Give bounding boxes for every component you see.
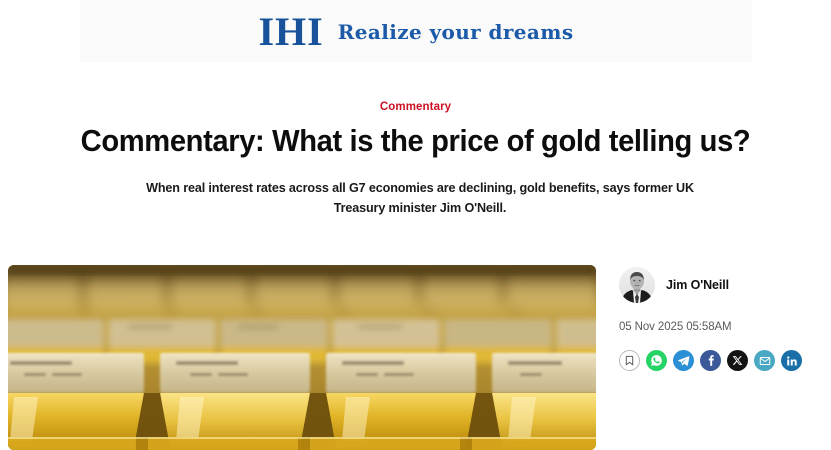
site-logo[interactable]: IHI Realize your dreams: [258, 12, 573, 52]
bookmark-icon[interactable]: [619, 350, 640, 371]
share-bar: [619, 350, 819, 371]
page-title: Commentary: What is the price of gold te…: [80, 123, 751, 158]
article-kicker[interactable]: Commentary: [379, 101, 452, 113]
x-twitter-icon[interactable]: [727, 350, 748, 371]
telegram-icon[interactable]: [673, 350, 694, 371]
article-meta-rail: Jim O'Neill 05 Nov 2025 05:58AM: [619, 265, 819, 371]
site-masthead: IHI Realize your dreams: [80, 0, 752, 62]
email-icon[interactable]: [754, 350, 775, 371]
author-portrait-icon: [619, 267, 655, 303]
logo-wordmark: IHI: [258, 9, 324, 54]
avatar: [619, 267, 655, 303]
gold-bars-illustration: [8, 265, 596, 450]
facebook-icon[interactable]: [700, 350, 721, 371]
author-row[interactable]: Jim O'Neill: [619, 265, 819, 305]
linkedin-icon[interactable]: [781, 350, 802, 371]
author-name: Jim O'Neill: [666, 278, 730, 292]
hero-image: [8, 265, 596, 450]
logo-tagline: Realize your dreams: [337, 20, 574, 44]
article-timestamp: 05 Nov 2025 05:58AM: [619, 321, 732, 333]
article-standfirst: When real interest rates across all G7 e…: [146, 180, 694, 216]
whatsapp-icon[interactable]: [646, 350, 667, 371]
